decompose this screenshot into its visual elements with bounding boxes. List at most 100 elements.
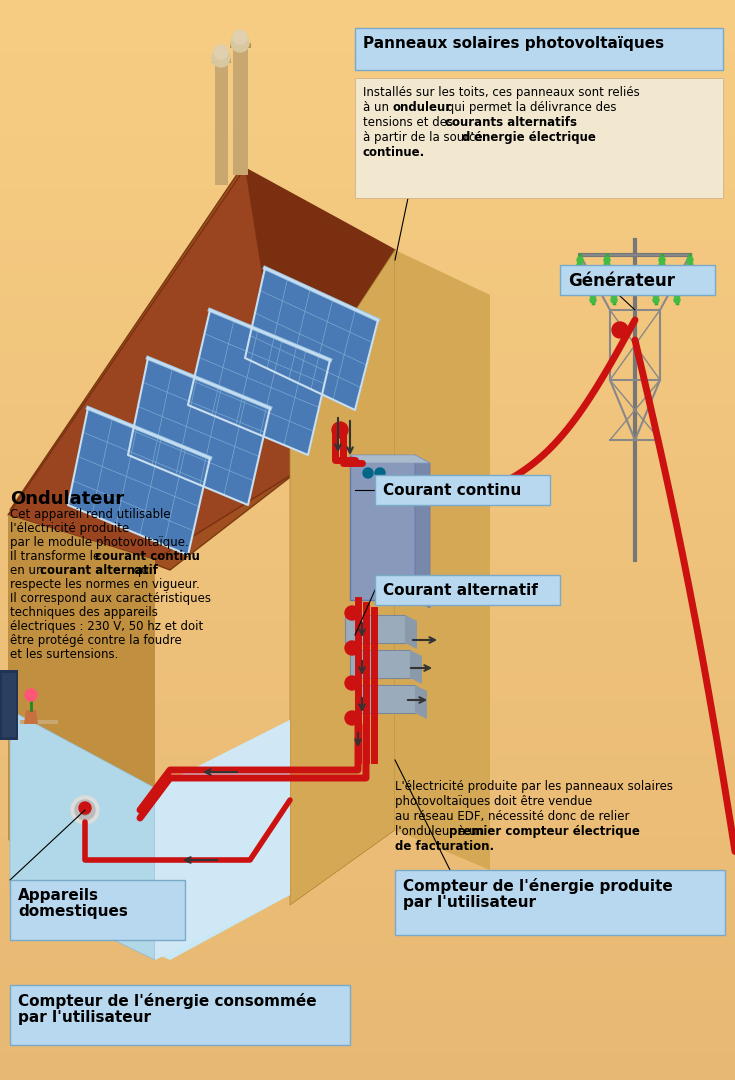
Polygon shape bbox=[350, 455, 415, 600]
Bar bbox=[0, 297, 735, 325]
Bar bbox=[0, 216, 735, 244]
Bar bbox=[0, 81, 735, 109]
Text: Installés sur les toits, ces panneaux sont reliés: Installés sur les toits, ces panneaux so… bbox=[363, 86, 639, 99]
Polygon shape bbox=[240, 170, 390, 400]
Text: courant continu: courant continu bbox=[95, 550, 200, 563]
Circle shape bbox=[659, 267, 665, 273]
Circle shape bbox=[577, 257, 583, 264]
Text: Courant alternatif: Courant alternatif bbox=[383, 583, 538, 598]
FancyBboxPatch shape bbox=[20, 720, 58, 724]
Bar bbox=[0, 729, 735, 757]
FancyBboxPatch shape bbox=[355, 28, 723, 70]
Polygon shape bbox=[10, 710, 290, 960]
Circle shape bbox=[611, 287, 617, 293]
Circle shape bbox=[611, 292, 617, 298]
Circle shape bbox=[590, 297, 596, 303]
FancyBboxPatch shape bbox=[0, 670, 18, 740]
Bar bbox=[0, 54, 735, 82]
Circle shape bbox=[674, 297, 680, 303]
Circle shape bbox=[604, 267, 610, 273]
Polygon shape bbox=[8, 515, 155, 900]
Bar bbox=[0, 459, 735, 487]
Polygon shape bbox=[68, 408, 210, 555]
Text: au réseau EDF, nécessité donc de relier: au réseau EDF, nécessité donc de relier bbox=[395, 810, 629, 823]
Text: photovoltaïques doit être vendue: photovoltaïques doit être vendue bbox=[395, 795, 592, 808]
Circle shape bbox=[363, 468, 373, 478]
FancyBboxPatch shape bbox=[560, 265, 715, 295]
Text: Compteur de l'énergie produite: Compteur de l'énergie produite bbox=[403, 878, 673, 894]
Circle shape bbox=[687, 257, 693, 264]
Bar bbox=[0, 351, 735, 379]
Bar bbox=[0, 27, 735, 55]
Bar bbox=[0, 783, 735, 811]
Text: L'électricité produite par les panneaux solaires: L'électricité produite par les panneaux … bbox=[395, 780, 673, 793]
Polygon shape bbox=[233, 45, 248, 175]
Text: d'énergie électrique: d'énergie électrique bbox=[462, 131, 596, 144]
Circle shape bbox=[332, 422, 348, 438]
Text: Il transforme le: Il transforme le bbox=[10, 550, 104, 563]
Bar bbox=[0, 594, 735, 622]
Circle shape bbox=[590, 287, 596, 293]
Text: techniques des appareils: techniques des appareils bbox=[10, 606, 158, 619]
FancyBboxPatch shape bbox=[10, 985, 350, 1045]
Polygon shape bbox=[215, 60, 228, 185]
Polygon shape bbox=[10, 710, 155, 960]
Circle shape bbox=[577, 267, 583, 273]
Circle shape bbox=[604, 262, 610, 268]
Bar bbox=[0, 135, 735, 163]
Bar bbox=[0, 675, 735, 703]
Bar bbox=[0, 621, 735, 649]
Circle shape bbox=[79, 802, 91, 814]
Circle shape bbox=[214, 45, 228, 59]
Bar bbox=[0, 1053, 735, 1080]
Text: Ondulateur: Ondulateur bbox=[10, 490, 124, 508]
Circle shape bbox=[659, 257, 665, 264]
Bar bbox=[0, 891, 735, 919]
Circle shape bbox=[345, 642, 359, 654]
FancyBboxPatch shape bbox=[10, 880, 185, 940]
Polygon shape bbox=[24, 710, 38, 724]
Circle shape bbox=[71, 796, 99, 824]
Text: Courant continu: Courant continu bbox=[383, 483, 521, 498]
Circle shape bbox=[212, 49, 230, 67]
Text: par l'utilisateur: par l'utilisateur bbox=[403, 895, 536, 910]
Bar bbox=[0, 0, 735, 28]
Text: Générateur: Générateur bbox=[568, 272, 675, 291]
Polygon shape bbox=[355, 685, 415, 713]
Polygon shape bbox=[350, 455, 430, 463]
Circle shape bbox=[653, 297, 659, 303]
Circle shape bbox=[233, 30, 247, 44]
Bar bbox=[0, 837, 735, 865]
Text: électriques : 230 V, 50 hz et doit: électriques : 230 V, 50 hz et doit bbox=[10, 620, 204, 633]
Bar bbox=[0, 918, 735, 946]
Polygon shape bbox=[10, 170, 390, 570]
Polygon shape bbox=[345, 615, 405, 643]
FancyBboxPatch shape bbox=[395, 870, 725, 935]
Circle shape bbox=[590, 292, 596, 298]
Bar bbox=[0, 864, 735, 892]
Bar bbox=[0, 540, 735, 568]
Text: Cet appareil rend utilisable: Cet appareil rend utilisable bbox=[10, 508, 171, 521]
Circle shape bbox=[345, 711, 359, 725]
Bar bbox=[0, 270, 735, 298]
Text: Panneaux solaires photovoltaïques: Panneaux solaires photovoltaïques bbox=[363, 36, 664, 51]
Circle shape bbox=[604, 257, 610, 264]
Bar bbox=[0, 486, 735, 514]
Bar bbox=[0, 162, 735, 190]
Polygon shape bbox=[245, 168, 395, 410]
Circle shape bbox=[231, 33, 249, 52]
Text: et les surtensions.: et les surtensions. bbox=[10, 648, 118, 661]
Text: à un: à un bbox=[363, 102, 392, 114]
Circle shape bbox=[612, 322, 628, 338]
Bar bbox=[0, 189, 735, 217]
Polygon shape bbox=[415, 455, 430, 608]
Bar bbox=[0, 378, 735, 406]
Text: courant alternatif: courant alternatif bbox=[40, 564, 158, 577]
Bar bbox=[0, 648, 735, 676]
Text: respecte les normes en vigueur.: respecte les normes en vigueur. bbox=[10, 578, 200, 591]
Text: de facturation.: de facturation. bbox=[395, 840, 494, 853]
Circle shape bbox=[483, 483, 497, 497]
Bar bbox=[0, 945, 735, 973]
Circle shape bbox=[674, 287, 680, 293]
Bar bbox=[0, 513, 735, 541]
